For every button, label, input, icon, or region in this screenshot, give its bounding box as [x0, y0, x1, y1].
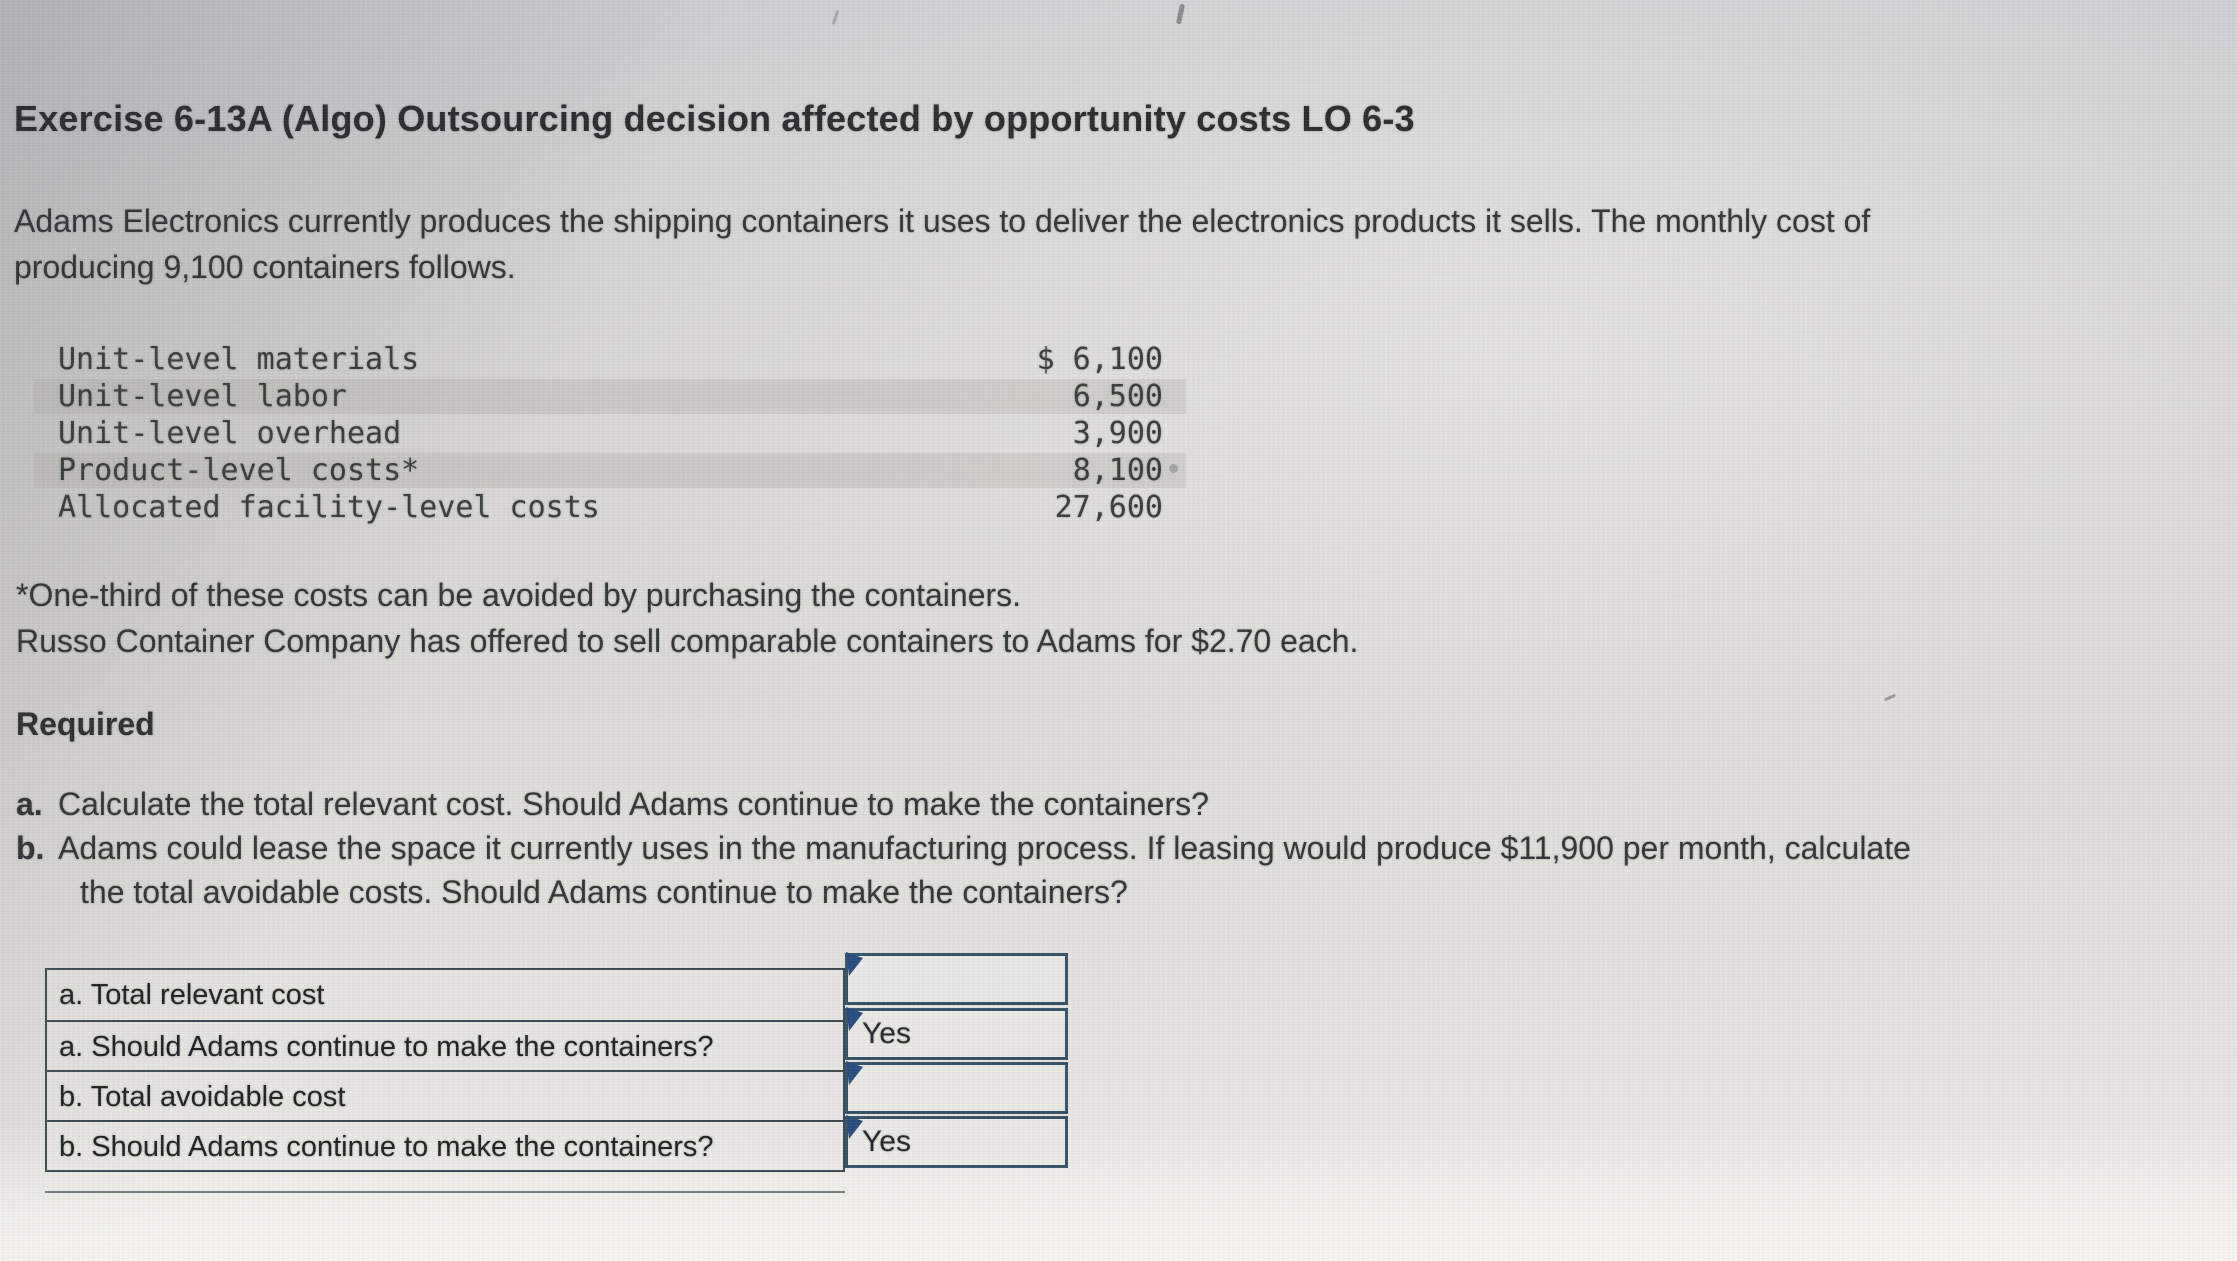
item-b-text: Adams could lease the space it currently…	[58, 826, 1911, 914]
dropdown-flag-icon	[846, 1007, 863, 1031]
item-b-line-2: the total avoidable costs. Should Adams …	[80, 874, 1128, 910]
photo-speck	[1169, 464, 1178, 473]
cost-label: Unit-level overhead	[58, 416, 402, 451]
photo-speck	[1883, 693, 1897, 702]
answer-input-total-relevant-cost[interactable]	[845, 952, 1068, 1005]
notes-block: *One-third of these costs can be avoided…	[16, 572, 1358, 664]
cost-value: $ 6,100	[1036, 342, 1163, 377]
cost-row: Unit-level overhead 3,900	[58, 415, 1163, 452]
cost-row: Product-level costs* 8,100	[34, 452, 1186, 489]
required-heading: Required	[16, 706, 155, 742]
required-items: a. Calculate the total relevant cost. Sh…	[16, 782, 1911, 914]
answer-row-label: b. Should Adams continue to make the con…	[47, 1120, 843, 1170]
answer-dropdown-continue-b[interactable]: Yes	[845, 1115, 1068, 1168]
answer-value: Yes	[862, 1017, 911, 1050]
cost-value: 6,500	[1072, 379, 1163, 414]
answer-row-label: b. Total avoidable cost	[47, 1070, 843, 1120]
required-item-a: a. Calculate the total relevant cost. Sh…	[16, 782, 1911, 826]
cost-label: Unit-level labor	[58, 379, 347, 414]
intro-line-2: producing 9,100 containers follows.	[14, 249, 516, 285]
cost-value: 27,600	[1054, 490, 1163, 525]
required-item-b: b. Adams could lease the space it curren…	[16, 826, 1911, 914]
item-b-marker: b.	[16, 830, 45, 866]
cost-value: 3,900	[1072, 416, 1163, 451]
item-a-marker: a.	[16, 786, 43, 822]
cost-label: Product-level costs*	[58, 453, 420, 488]
answer-input-total-avoidable-cost[interactable]	[845, 1061, 1068, 1114]
photo-speck	[831, 9, 840, 26]
cost-value: 8,100	[1072, 453, 1163, 488]
cost-table: Unit-level materials $ 6,100 Unit-level …	[34, 341, 1186, 526]
cost-row: Allocated facility-level costs 27,600	[58, 489, 1163, 526]
dropdown-flag-icon	[846, 952, 863, 976]
answer-value: Yes	[862, 1125, 911, 1158]
item-a-text: Calculate the total relevant cost. Shoul…	[58, 786, 1209, 822]
answer-row-label: a. Should Adams continue to make the con…	[47, 1020, 843, 1070]
answer-table: a. Total relevant cost a. Should Adams c…	[45, 968, 845, 1172]
cost-label: Unit-level materials	[58, 342, 420, 377]
dropdown-flag-icon	[846, 1061, 863, 1085]
intro-paragraph: Adams Electronics currently produces the…	[14, 198, 1870, 290]
cost-label: Allocated facility-level costs	[58, 490, 600, 525]
footnote-line: *One-third of these costs can be avoided…	[16, 577, 1022, 613]
intro-line-1: Adams Electronics currently produces the…	[14, 203, 1871, 239]
answer-dropdown-continue-a[interactable]: Yes	[845, 1007, 1068, 1060]
cost-row: Unit-level materials $ 6,100	[58, 341, 1163, 378]
cost-row: Unit-level labor 6,500	[34, 378, 1186, 415]
photo-speck	[1175, 3, 1186, 25]
table-bottom-edge	[45, 1191, 845, 1193]
answer-row-label: a. Total relevant cost	[59, 979, 325, 1011]
dropdown-flag-icon	[846, 1115, 863, 1139]
item-b-line-1: Adams could lease the space it currently…	[58, 830, 1911, 866]
page-title: Exercise 6-13A (Algo) Outsourcing decisi…	[14, 98, 1415, 140]
offer-line: Russo Container Company has offered to s…	[16, 623, 1359, 659]
